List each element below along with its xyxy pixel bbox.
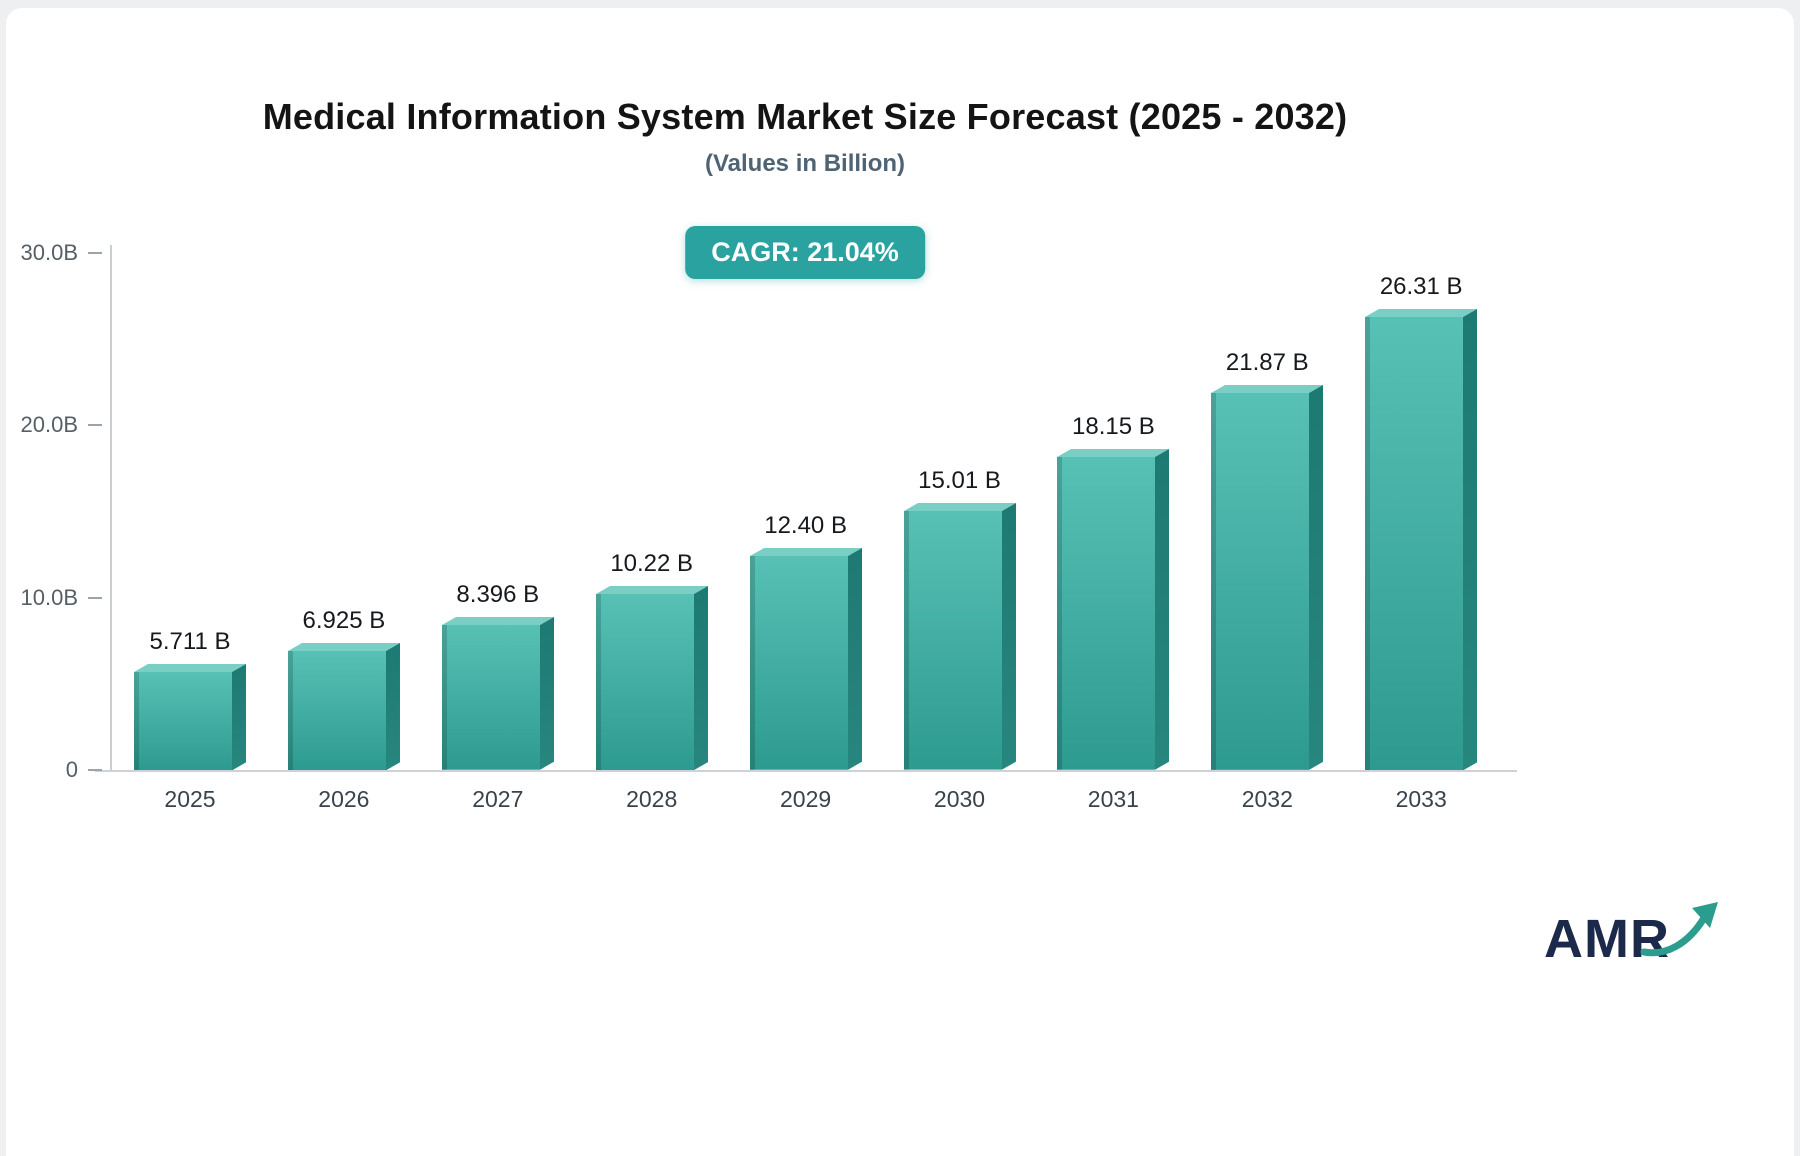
bar-front-face	[903, 511, 1002, 770]
x-tick-label: 2032	[1241, 786, 1293, 812]
page-title: Medical Information System Market Size F…	[262, 96, 1348, 137]
x-tick-label: 2029	[780, 786, 832, 812]
bar-value-label: 6.925 B	[302, 606, 386, 634]
bar-2027	[441, 617, 554, 770]
bar-side-face	[1309, 385, 1324, 770]
bar-front-face	[1057, 457, 1156, 770]
chart-card	[6, 8, 1794, 1156]
y-tick-mark	[88, 769, 102, 771]
bar-2028	[595, 585, 708, 770]
bar-side-face	[539, 617, 554, 770]
y-tick-mark	[88, 596, 102, 599]
y-tick-label: 20.0B	[20, 412, 79, 438]
logo-text: AMR	[1544, 909, 1670, 969]
bar-side-face	[693, 585, 708, 770]
x-tick-label: 2025	[164, 786, 216, 812]
page-subtitle: (Values in Billion)	[704, 150, 906, 177]
bar-value-label: 15.01 B	[918, 467, 1001, 495]
y-tick-label: 10.0B	[20, 584, 79, 610]
y-axis-line	[110, 245, 112, 770]
bar-value-label: 8.396 B	[456, 581, 540, 609]
cagr-badge: CAGR: 21.04%	[685, 226, 925, 279]
bar-side-face	[231, 663, 246, 770]
bar-chart: 0 10.0B 20.0B 30.0B 5.711 B 2025 6.925 B 2026 8.…	[20, 240, 1517, 812]
x-tick-label: 2027	[472, 786, 524, 812]
bar-value-label: 18.15 B	[1072, 413, 1155, 441]
bar-value-label: 5.711 B	[149, 627, 231, 655]
bar-side-face	[1155, 449, 1170, 770]
bar-left-shade	[287, 650, 293, 770]
bar-side-face	[1001, 503, 1016, 770]
y-tick-label: 0	[65, 757, 78, 782]
bar-top-face	[749, 548, 862, 557]
bar-2032	[1211, 385, 1324, 770]
x-axis-line	[95, 770, 1517, 772]
bar-left-shade	[1365, 316, 1371, 770]
bar-front-face	[441, 625, 540, 770]
logo-arrow-icon	[1640, 902, 1718, 957]
bar-left-shade	[134, 671, 140, 770]
bar-top-face	[903, 503, 1016, 512]
bar-side-face	[385, 642, 400, 770]
x-tick-label: 2030	[933, 786, 986, 812]
bar-front-face	[749, 556, 848, 770]
bar-top-face	[1365, 308, 1478, 317]
y-tick-mark	[88, 424, 102, 427]
bar-front-face	[134, 671, 232, 770]
y-tick-mark	[88, 252, 102, 254]
bar-front-face	[1365, 316, 1464, 770]
bar-front-face	[1211, 393, 1310, 770]
bar-top-face	[1057, 449, 1170, 458]
bar-front-face	[595, 593, 694, 770]
x-tick-label: 2031	[1087, 786, 1139, 812]
bar-top-face	[441, 617, 554, 626]
bar-side-face	[1463, 308, 1478, 770]
x-tick-label: 2033	[1395, 786, 1447, 812]
bar-2026	[287, 642, 400, 770]
amr-logo: AMR	[1544, 900, 1726, 966]
y-tick-label: 30.0B	[20, 240, 79, 265]
content-area: Medical Information System Market Size F…	[20, 96, 1517, 812]
bar-top-face	[1211, 385, 1324, 394]
bar-top-face	[287, 642, 400, 651]
x-tick-label: 2026	[318, 786, 370, 812]
bar-2030	[903, 503, 1016, 770]
bar-2031	[1057, 449, 1170, 770]
bar-left-shade	[441, 625, 447, 770]
x-tick-label: 2028	[626, 786, 678, 812]
bar-2025	[134, 663, 246, 770]
bar-left-shade	[1211, 393, 1217, 770]
bar-top-face	[595, 585, 708, 594]
bar-front-face	[287, 650, 386, 770]
bar-left-shade	[1057, 457, 1063, 770]
bar-left-shade	[595, 593, 601, 770]
bar-top-face	[134, 663, 246, 672]
bar-2033	[1365, 308, 1478, 770]
bar-left-shade	[903, 511, 909, 770]
bar-value-label: 21.87 B	[1225, 349, 1309, 377]
bar-value-label: 12.40 B	[764, 512, 847, 540]
bar-side-face	[847, 548, 862, 770]
bar-2029	[749, 548, 862, 770]
bar-value-label: 10.22 B	[610, 549, 694, 577]
bar-value-label: 26.31 B	[1379, 272, 1463, 300]
bar-left-shade	[749, 556, 755, 770]
